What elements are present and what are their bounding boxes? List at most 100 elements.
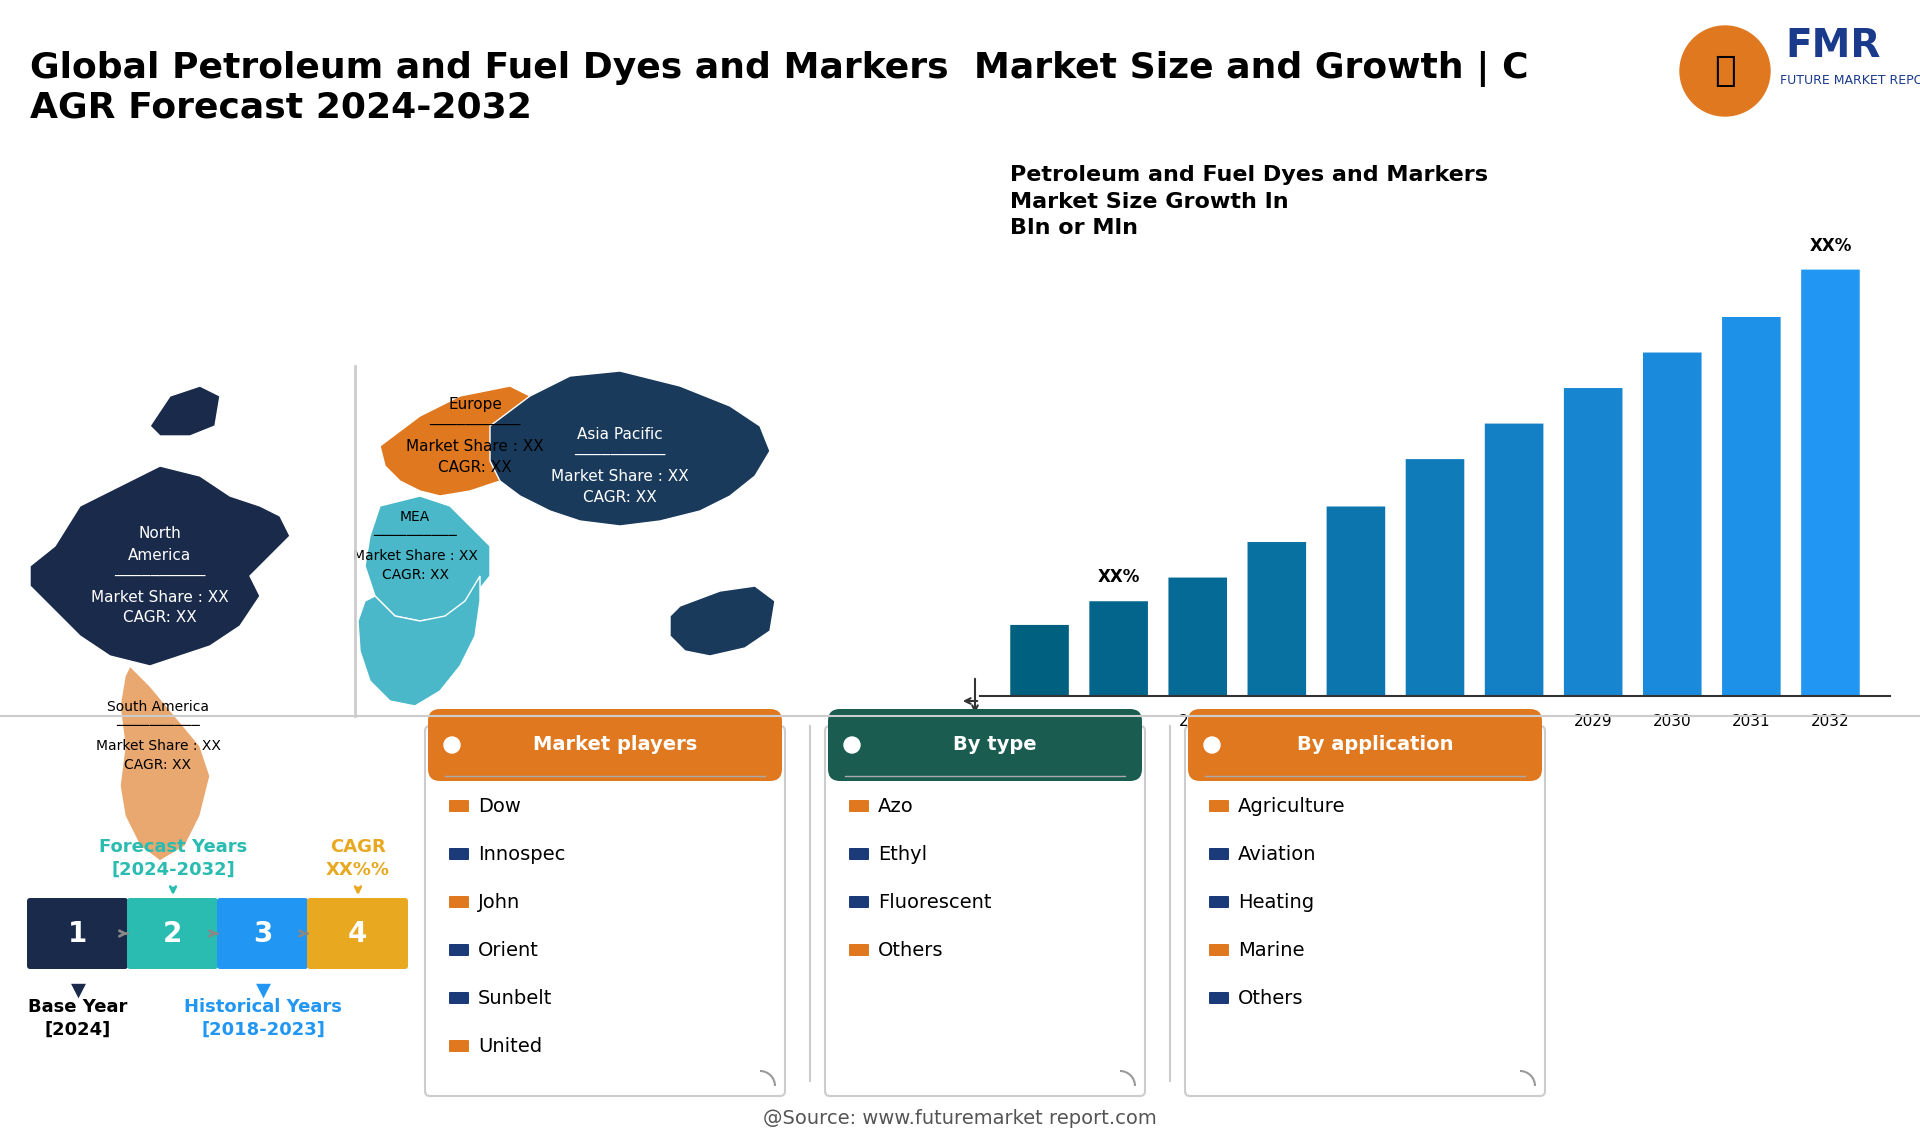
Text: XX%: XX% [1098,568,1140,587]
Text: Marine: Marine [1238,941,1304,959]
Circle shape [444,737,461,753]
Text: 2031: 2031 [1732,714,1770,729]
Text: Petroleum and Fuel Dyes and Markers: Petroleum and Fuel Dyes and Markers [1010,165,1488,185]
Text: Aviation: Aviation [1238,845,1317,863]
Text: ▼: ▼ [71,981,86,1000]
FancyBboxPatch shape [1210,800,1229,813]
Text: Fluorescent: Fluorescent [877,893,991,911]
FancyBboxPatch shape [1188,709,1542,782]
FancyBboxPatch shape [1484,424,1544,696]
Text: Heating: Heating [1238,893,1313,911]
FancyBboxPatch shape [828,709,1142,782]
Text: 2025: 2025 [1258,714,1296,729]
Text: [2024-2032]: [2024-2032] [111,861,234,879]
Text: Europe
──────────
Market Share : XX
CAGR: XX: Europe ────────── Market Share : XX CAGR… [407,397,543,474]
Text: Others: Others [1238,989,1304,1007]
Text: 2029: 2029 [1574,714,1613,729]
Text: Agriculture: Agriculture [1238,796,1346,816]
FancyBboxPatch shape [1210,848,1229,860]
FancyBboxPatch shape [1801,269,1860,696]
Text: MEA
──────────
Market Share : XX
CAGR: XX: MEA ────────── Market Share : XX CAGR: X… [353,510,478,582]
FancyBboxPatch shape [1089,602,1148,696]
Text: CAGR: CAGR [330,838,386,856]
Text: @Source: www.futuremarket report.com: @Source: www.futuremarket report.com [762,1108,1158,1128]
FancyBboxPatch shape [27,898,129,970]
Text: 4: 4 [348,919,367,948]
Circle shape [1680,26,1770,116]
Text: Others: Others [877,941,943,959]
FancyBboxPatch shape [1248,542,1306,696]
Text: 2027: 2027 [1415,714,1453,729]
Text: XX%: XX% [1809,236,1851,254]
Text: Orient: Orient [478,941,540,959]
FancyBboxPatch shape [1327,507,1384,696]
Text: 2024: 2024 [1179,714,1217,729]
Text: Sunbelt: Sunbelt [478,989,553,1007]
Text: Forecast Years: Forecast Years [98,838,248,856]
FancyBboxPatch shape [449,992,468,1004]
Text: Azo: Azo [877,796,914,816]
Text: FUTURE MARKET REPORT: FUTURE MARKET REPORT [1780,74,1920,87]
FancyBboxPatch shape [826,727,1144,1096]
Text: By type: By type [952,736,1037,754]
FancyBboxPatch shape [1722,317,1780,696]
FancyBboxPatch shape [1210,896,1229,908]
Circle shape [845,737,860,753]
Text: ▼: ▼ [255,981,271,1000]
Text: 2032: 2032 [1811,714,1849,729]
Text: Global Petroleum and Fuel Dyes and Markers  Market Size and Growth | C: Global Petroleum and Fuel Dyes and Marke… [31,52,1528,87]
Text: [2018-2023]: [2018-2023] [202,1021,324,1039]
FancyBboxPatch shape [1169,578,1227,696]
Text: Ethyl: Ethyl [877,845,927,863]
FancyBboxPatch shape [449,896,468,908]
FancyBboxPatch shape [127,898,219,970]
FancyBboxPatch shape [1565,388,1622,696]
Text: 2030: 2030 [1653,714,1692,729]
FancyBboxPatch shape [307,898,407,970]
FancyBboxPatch shape [424,727,785,1096]
Polygon shape [490,371,770,526]
Text: Historical Years: Historical Years [184,998,342,1017]
Text: FMR: FMR [1786,28,1880,65]
Polygon shape [357,576,480,706]
Text: Innospec: Innospec [478,845,564,863]
Text: 3: 3 [253,919,273,948]
FancyBboxPatch shape [449,848,468,860]
Text: Asia Pacific
──────────
Market Share : XX
CAGR: XX: Asia Pacific ────────── Market Share : X… [551,427,689,505]
Text: North
America
──────────
Market Share : XX
CAGR: XX: North America ────────── Market Share : … [90,526,228,626]
FancyBboxPatch shape [217,898,307,970]
FancyBboxPatch shape [1010,625,1069,696]
Text: United: United [478,1036,541,1055]
FancyBboxPatch shape [849,896,870,908]
Text: 2028: 2028 [1496,714,1534,729]
Polygon shape [31,466,290,666]
Text: [2024]: [2024] [44,1021,111,1039]
Polygon shape [150,386,221,435]
Text: 2: 2 [163,919,182,948]
Text: Market Size Growth In: Market Size Growth In [1010,191,1288,212]
FancyBboxPatch shape [449,944,468,956]
Text: 1: 1 [67,919,86,948]
Polygon shape [365,496,490,621]
FancyBboxPatch shape [449,1041,468,1052]
Text: Market players: Market players [534,736,697,754]
Circle shape [1204,737,1219,753]
Text: 2022: 2022 [1020,714,1058,729]
Text: Base Year: Base Year [29,998,129,1017]
Text: Bln or Mln: Bln or Mln [1010,218,1139,237]
FancyBboxPatch shape [1210,992,1229,1004]
Text: By application: By application [1296,736,1453,754]
FancyBboxPatch shape [849,944,870,956]
Text: South America
──────────
Market Share : XX
CAGR: XX: South America ────────── Market Share : … [96,700,221,772]
Polygon shape [119,666,209,861]
FancyBboxPatch shape [849,800,870,813]
Text: AGR Forecast 2024-2032: AGR Forecast 2024-2032 [31,91,532,125]
FancyBboxPatch shape [428,709,781,782]
FancyBboxPatch shape [1210,944,1229,956]
Text: Dow: Dow [478,796,520,816]
FancyBboxPatch shape [1405,460,1465,696]
Polygon shape [380,386,561,496]
FancyBboxPatch shape [849,848,870,860]
FancyBboxPatch shape [1644,353,1701,696]
Text: XX%%: XX%% [326,861,390,879]
